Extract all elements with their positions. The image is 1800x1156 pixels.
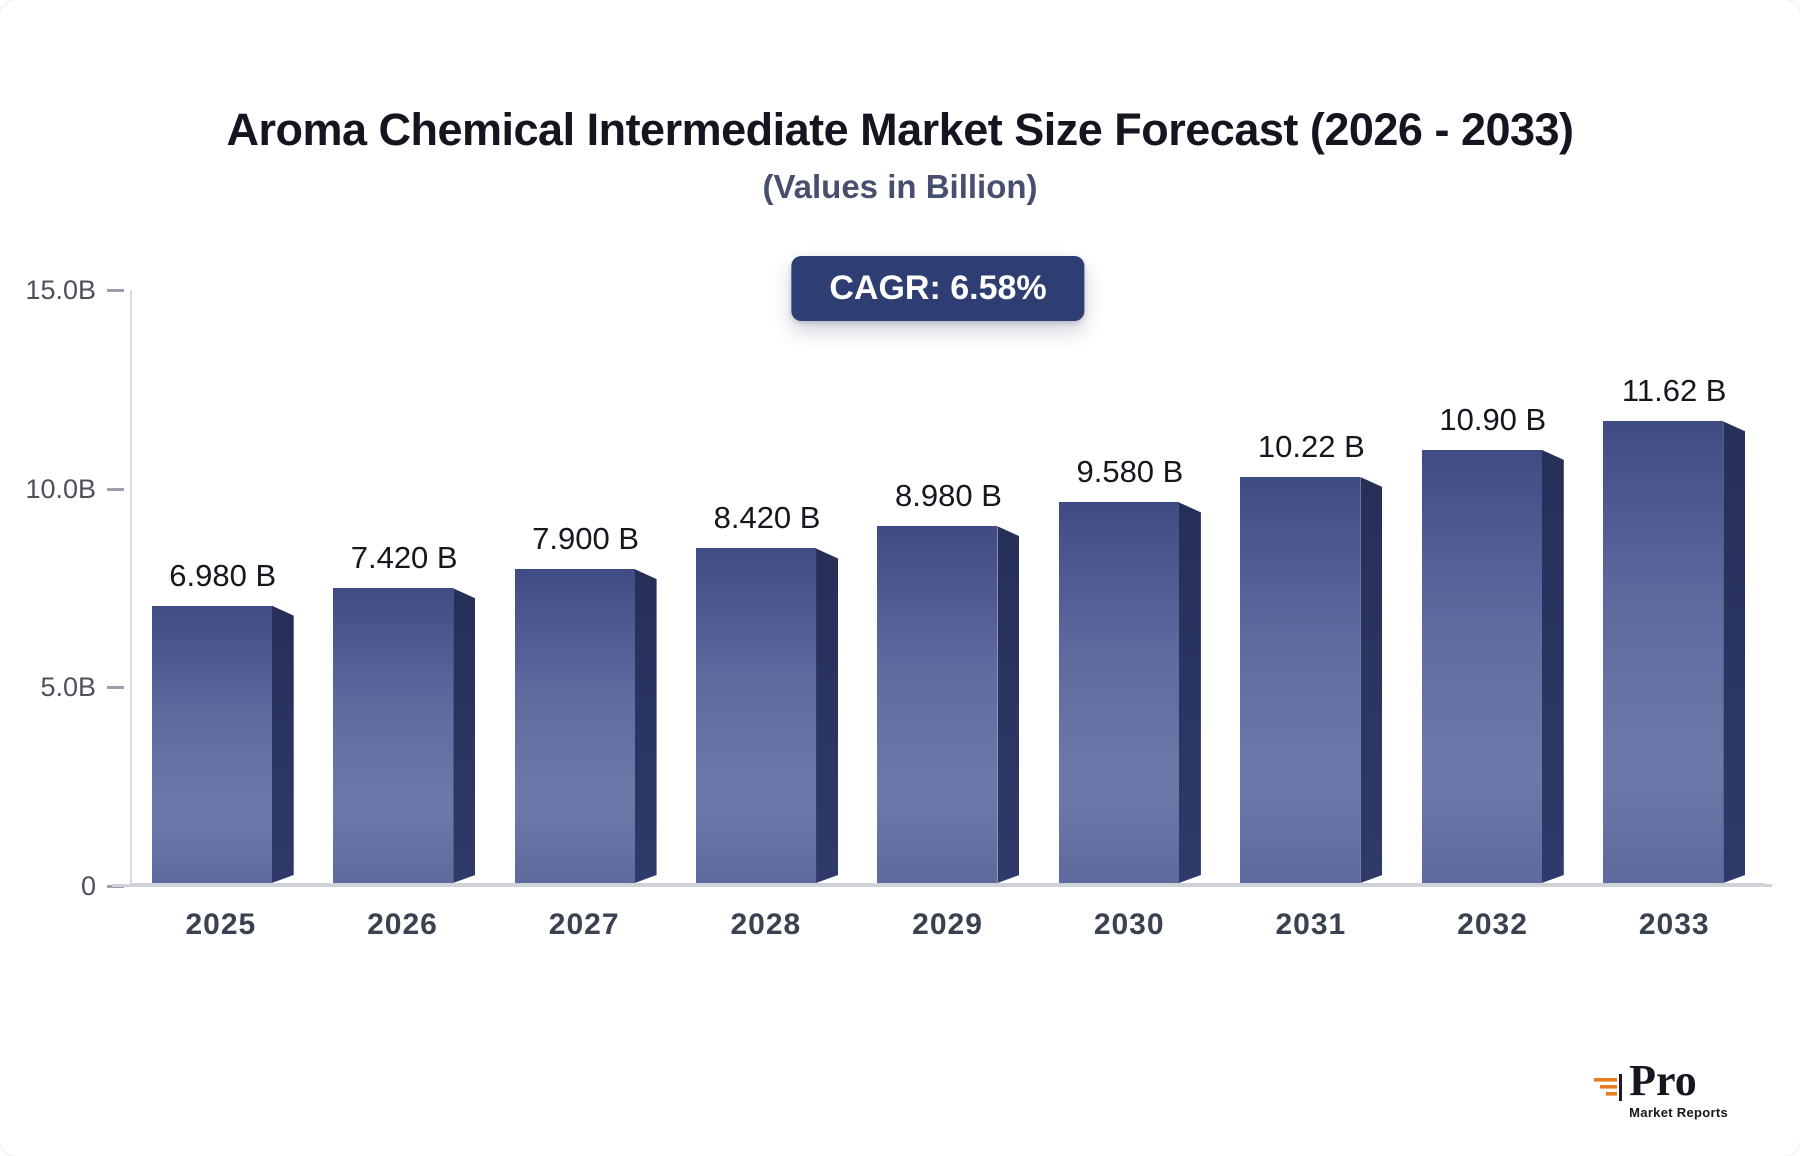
logo-name: Pro bbox=[1629, 1056, 1697, 1105]
chart-subtitle: (Values in Billion) bbox=[762, 168, 1038, 205]
bar: 10.22 B bbox=[1240, 429, 1382, 883]
x-axis-label: 2032 bbox=[1457, 908, 1528, 941]
y-tick-mark bbox=[107, 487, 124, 491]
bar-value-label: 11.62 B bbox=[1621, 373, 1727, 409]
bar: 7.900 B bbox=[514, 521, 657, 883]
y-axis: 15.0B 10.0B 5.0B 0 bbox=[0, 275, 130, 901]
y-tick-mark bbox=[107, 686, 124, 690]
plot-area: 6.980 B 7.420 B 7.900 B 8.420 B 8.980 B 9.580… bbox=[130, 290, 1765, 886]
bar-front-face bbox=[514, 569, 635, 883]
bar-front-face bbox=[151, 605, 272, 883]
bar-slot: 6.980 B bbox=[132, 290, 313, 883]
bar-front-face bbox=[877, 526, 998, 883]
logo-subtext: Market Reports bbox=[1629, 1105, 1728, 1120]
bar-side-face bbox=[816, 548, 838, 883]
bar-side-face bbox=[1179, 502, 1201, 883]
y-tick-label: 15.0B bbox=[25, 275, 96, 305]
y-tick-label: 0 bbox=[80, 871, 96, 901]
bar-value-label: 10.90 B bbox=[1439, 401, 1547, 437]
bars-row: 6.980 B 7.420 B 7.900 B 8.420 B 8.980 B 9.580… bbox=[132, 290, 1765, 883]
bar: 7.420 B bbox=[333, 540, 475, 883]
bar: 6.980 B bbox=[151, 558, 294, 883]
bar-value-label: 8.980 B bbox=[895, 478, 1002, 514]
bar-front-face bbox=[333, 588, 454, 883]
bar-slot: 9.580 B bbox=[1039, 290, 1220, 883]
x-axis-line bbox=[112, 884, 1772, 887]
brand-logo: Pro Market Reports bbox=[1593, 1059, 1728, 1120]
bar-value-label: 7.900 B bbox=[532, 521, 640, 557]
bar-front-face bbox=[1603, 421, 1724, 883]
bar-side-face bbox=[997, 526, 1019, 883]
x-axis-label: 2031 bbox=[1275, 908, 1347, 941]
bar-value-label: 8.420 B bbox=[713, 500, 821, 536]
bar-slot: 8.420 B bbox=[676, 290, 857, 883]
bar-slot: 8.980 B bbox=[858, 290, 1039, 883]
y-tick-label: 10.0B bbox=[25, 473, 96, 504]
bar-slot: 7.420 B bbox=[313, 290, 494, 883]
x-axis-label: 2030 bbox=[1093, 908, 1165, 941]
bar-value-label: 9.580 B bbox=[1076, 454, 1184, 490]
bar: 10.90 B bbox=[1421, 402, 1564, 883]
x-axis-label: 2033 bbox=[1638, 908, 1710, 941]
logo-text: Pro Market Reports bbox=[1629, 1056, 1728, 1121]
bar-front-face bbox=[1240, 476, 1361, 883]
bar-value-label: 7.420 B bbox=[350, 540, 458, 576]
bar-value-label: 10.22 B bbox=[1257, 428, 1365, 464]
chart-title: Aroma Chemical Intermediate Market Size … bbox=[226, 104, 1574, 155]
y-tick-label: 5.0B bbox=[40, 672, 96, 703]
bar-front-face bbox=[696, 548, 817, 883]
bar-slot: 7.900 B bbox=[495, 290, 676, 883]
cagr-badge: CAGR: 6.58% bbox=[791, 256, 1085, 321]
bar-front-face bbox=[1058, 502, 1179, 883]
logo-lines-icon bbox=[1593, 1067, 1627, 1114]
y-tick-mark bbox=[107, 289, 124, 292]
bar-side-face bbox=[272, 606, 294, 883]
bar: 8.420 B bbox=[696, 500, 838, 883]
bar-side-face bbox=[453, 588, 475, 883]
bar-side-face bbox=[1360, 477, 1382, 883]
bar: 9.580 B bbox=[1058, 454, 1201, 883]
x-axis-label: 2025 bbox=[185, 908, 257, 941]
x-axis-label: 2029 bbox=[912, 908, 983, 941]
bar-value-label: 6.980 B bbox=[169, 557, 277, 593]
x-axis-label: 2027 bbox=[548, 908, 620, 941]
bar-side-face bbox=[1542, 450, 1564, 883]
bar-slot: 10.90 B bbox=[1402, 290, 1583, 883]
x-axis-label: 2028 bbox=[730, 908, 802, 941]
x-axis-label: 2026 bbox=[367, 908, 438, 941]
bar: 8.980 B bbox=[877, 478, 1019, 883]
bar-slot: 10.22 B bbox=[1221, 290, 1402, 883]
bar-side-face bbox=[1723, 421, 1745, 883]
bar: 11.62 B bbox=[1603, 373, 1745, 883]
bar-front-face bbox=[1421, 449, 1542, 883]
x-axis: 2025 2026 2027 2028 2029 2030 2031 2032 2033 bbox=[130, 908, 1765, 942]
bar-side-face bbox=[635, 569, 657, 883]
bar-slot: 11.62 B bbox=[1584, 290, 1765, 883]
